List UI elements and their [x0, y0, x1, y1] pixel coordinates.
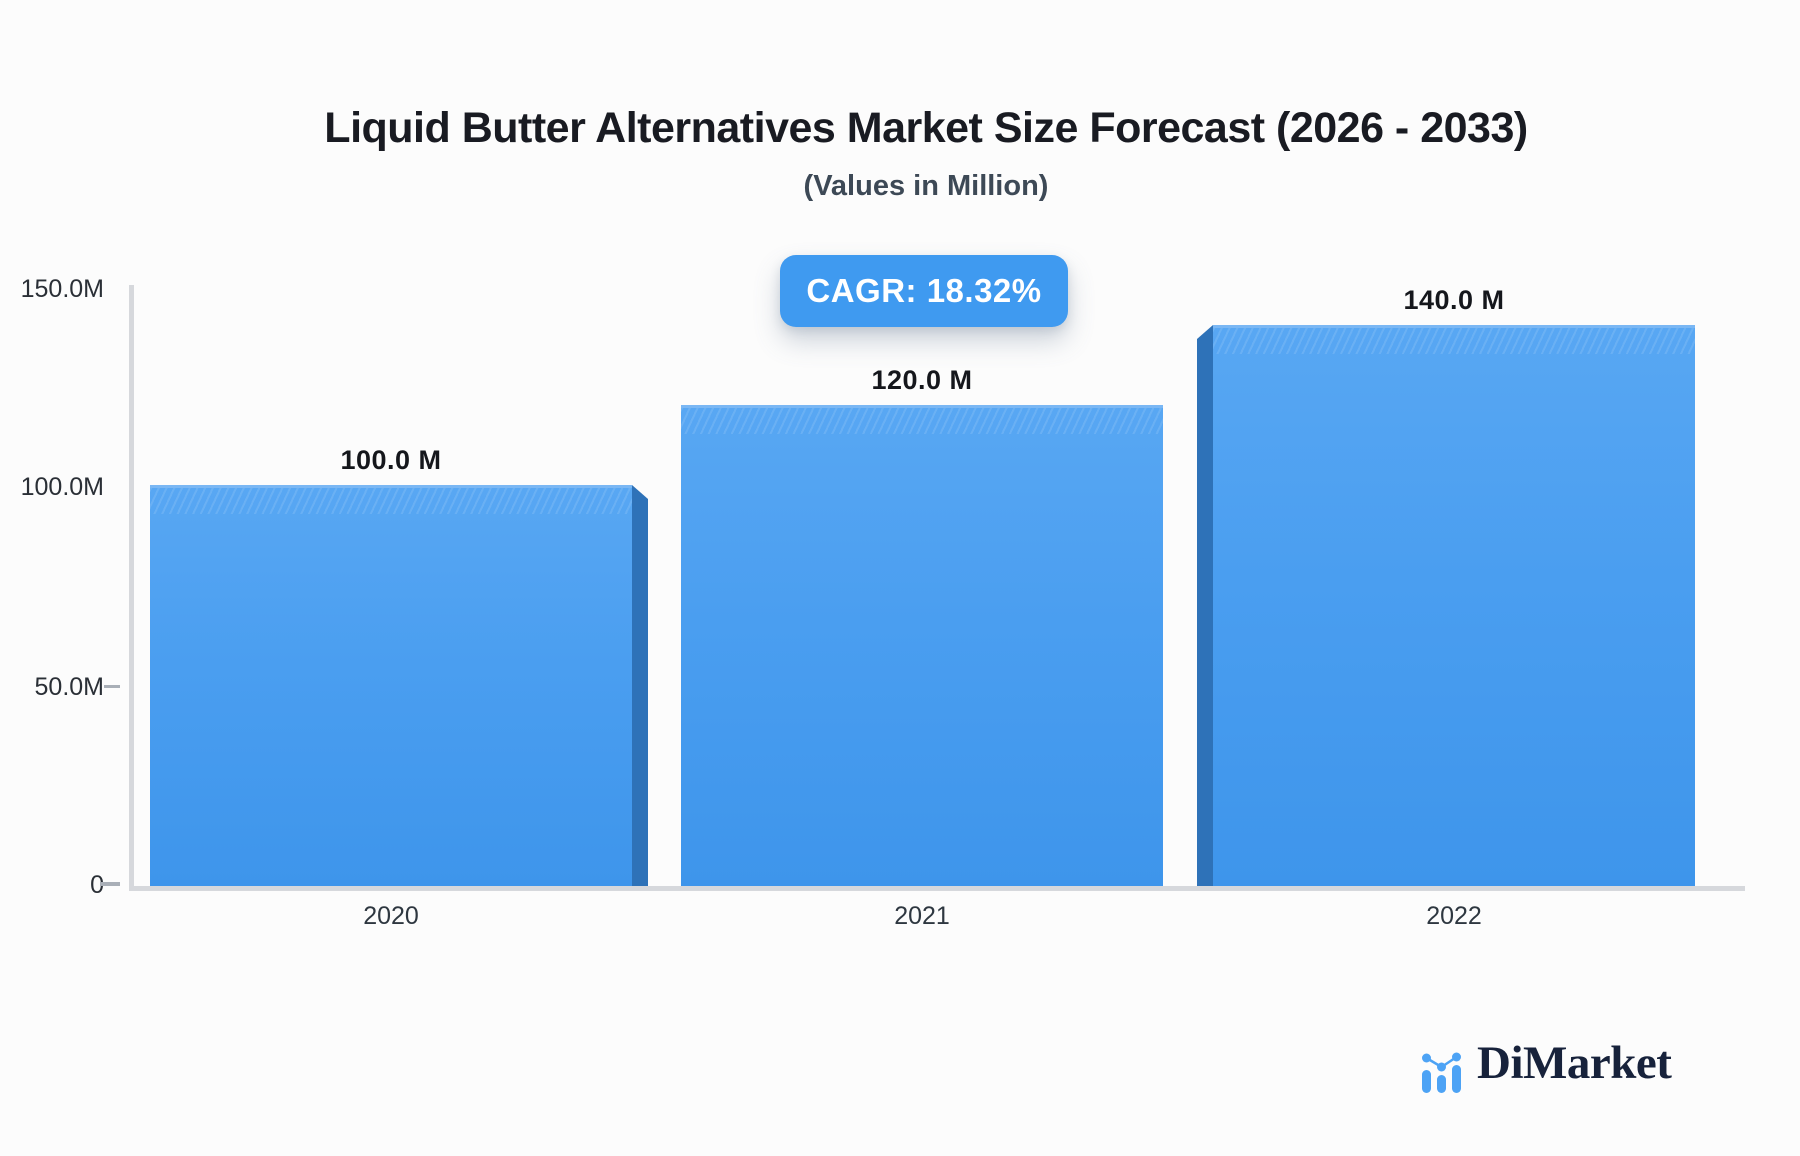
chart-subtitle: (Values in Million): [803, 170, 1049, 202]
bar-face: [681, 405, 1163, 886]
bar-face: [1213, 325, 1695, 886]
x-axis-line: [129, 886, 1745, 891]
y-tick-mark-50: [104, 685, 120, 688]
cagr-badge-label: CAGR: 18.32%: [806, 272, 1042, 309]
y-axis-line: [129, 285, 134, 888]
dimarket-logo: DiMarket: [1420, 1037, 1672, 1096]
bar-3d-side-face: [632, 485, 648, 886]
x-label-2022: 2022: [1426, 902, 1482, 930]
bar-2020[interactable]: 100.0 M: [150, 445, 648, 886]
bar-2021[interactable]: 120.0 M: [681, 365, 1163, 886]
bar-value-label: 140.0 M: [1403, 285, 1505, 315]
bar-face: [150, 485, 632, 886]
cagr-badge: CAGR: 18.32%: [780, 255, 1068, 327]
x-label-2021: 2021: [894, 902, 950, 930]
y-tick-150: 150.0M: [20, 275, 104, 303]
y-tick-100: 100.0M: [20, 473, 104, 501]
y-tick-mark-0: [100, 882, 120, 886]
bar-value-label: 100.0 M: [340, 445, 442, 475]
logo-wordmark: DiMarket: [1477, 1037, 1672, 1089]
y-tick-50: 50.0M: [34, 673, 104, 701]
y-tick-0: 0: [90, 871, 104, 899]
chart-title: Liquid Butter Alternatives Market Size F…: [324, 104, 1528, 152]
bar-line-chart-icon: [1422, 1052, 1461, 1093]
bar-value-label: 120.0 M: [871, 365, 973, 395]
bar-2022[interactable]: 140.0 M: [1197, 285, 1695, 886]
bar-3d-side-face: [1197, 325, 1213, 886]
x-label-2020: 2020: [363, 902, 419, 930]
